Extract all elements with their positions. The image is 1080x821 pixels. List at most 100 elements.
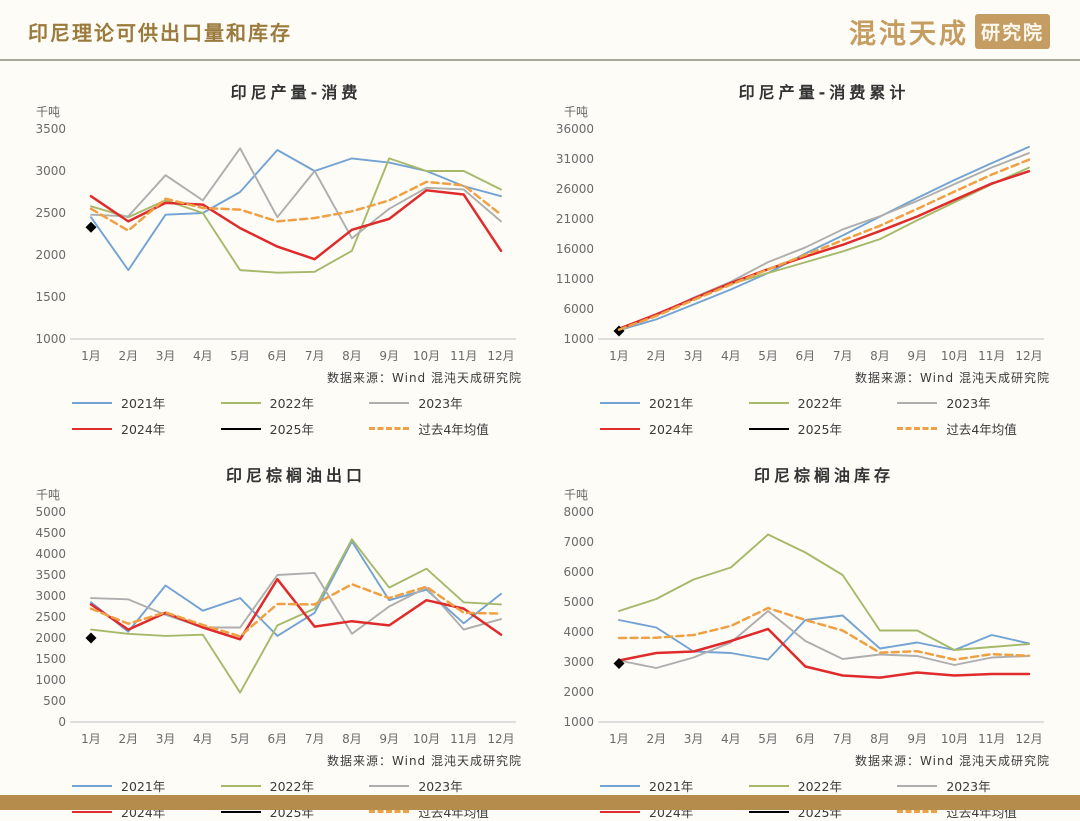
x-tick-label: 6月	[796, 732, 816, 746]
x-tick-label: 8月	[870, 349, 890, 363]
series-line-2024年	[89, 577, 503, 641]
y-tick-label: 4000	[35, 547, 66, 561]
source-label: 数据来源：Wind 混沌天成研究院	[855, 371, 1050, 385]
legend-label: 2023年	[946, 396, 991, 411]
x-tick-label: 11月	[978, 732, 1005, 746]
x-tick-label: 11月	[450, 349, 477, 363]
chart-title: 印尼棕榈油库存	[753, 466, 894, 485]
y-tick-label: 4500	[35, 526, 66, 540]
chart-panel-production-consumption: 印尼产量-消费 千吨 1000 1500 2000 2500 3000 3500 1月 2月 3…	[20, 69, 532, 438]
legend-label: 2021年	[121, 779, 166, 794]
legend-label: 2021年	[121, 396, 166, 411]
legend-swatch	[220, 784, 261, 787]
x-tick-label: 4月	[721, 732, 741, 746]
brand-logo-seal: 研究院	[974, 14, 1050, 49]
legend-item-4: 2025年	[748, 419, 898, 438]
series-marker-2025年	[85, 632, 97, 644]
x-tick-label: 1月	[609, 732, 629, 746]
series-line-2021年	[618, 614, 1030, 661]
y-tick-label: 3000	[35, 589, 66, 603]
x-tick-label: 10月	[941, 732, 968, 746]
x-tick-label: 3月	[684, 732, 704, 746]
y-tick-label: 3500	[35, 568, 66, 582]
legend-label: 2022年	[269, 779, 314, 794]
brand-logo-text: 混沌天成	[848, 19, 969, 50]
legend-swatch	[600, 427, 640, 430]
series-line-2022年	[618, 533, 1030, 651]
y-tick-label: 8000	[563, 505, 594, 519]
legend-label: 2022年	[797, 779, 842, 794]
x-tick-label: 4月	[721, 349, 741, 363]
y-tick-label: 26000	[556, 182, 594, 196]
y-tick-label: 2000	[35, 248, 66, 262]
unit-label: 千吨	[36, 488, 61, 502]
x-tick-label: 2月	[118, 349, 138, 363]
legend-item-1: 2022年	[220, 393, 370, 412]
plot-svg: 1000 2000 3000 4000 5000 6000 7000 8000 1月 2月 3月 4月…	[563, 505, 1044, 746]
legend-swatch	[369, 784, 410, 787]
x-tick-label: 12月	[487, 349, 514, 363]
x-tick-label: 6月	[268, 349, 288, 363]
charts-grid: 印尼产量-消费 千吨 1000 1500 2000 2500 3000 3500 1月 2月 3…	[0, 61, 1080, 821]
legend-label: 2023年	[946, 779, 991, 794]
series-line-2021年	[618, 145, 1030, 332]
x-tick-label: 2月	[646, 732, 666, 746]
legend-label: 过去4年均值	[946, 422, 1017, 437]
y-tick-label: 2500	[35, 206, 66, 220]
x-tick-label: 9月	[907, 349, 927, 363]
legend-item-0: 2021年	[600, 393, 749, 412]
series-line-过去4年均值	[617, 606, 1031, 661]
x-tick-label: 12月	[1015, 732, 1042, 746]
chart-title: 印尼产量-消费	[230, 83, 362, 102]
series-line-2021年	[90, 540, 502, 637]
page-title: 印尼理论可供出口量和库存	[28, 21, 292, 45]
series-line-2023年	[90, 571, 502, 635]
legend-item-3: 2024年	[600, 419, 749, 438]
legend-item-1: 2022年	[220, 776, 370, 795]
series-line-过去4年均值	[89, 180, 503, 232]
y-tick-label: 16000	[556, 242, 594, 256]
legend-swatch	[748, 401, 789, 404]
legend-item-1: 2022年	[748, 776, 898, 795]
legend-swatch	[72, 810, 112, 813]
footer-bar	[0, 795, 1080, 810]
x-tick-label: 9月	[907, 732, 927, 746]
legend-swatch	[897, 401, 938, 404]
x-tick-label: 7月	[833, 732, 853, 746]
y-tick-label: 7000	[563, 535, 594, 549]
x-tick-label: 1月	[609, 349, 629, 363]
legend-swatch	[897, 427, 938, 430]
x-tick-label: 11月	[450, 732, 477, 746]
x-tick-label: 7月	[833, 349, 853, 363]
x-tick-label: 7月	[305, 732, 325, 746]
unit-label: 千吨	[564, 488, 589, 502]
legend-swatch	[748, 427, 789, 430]
y-tick-label: 5000	[35, 505, 66, 519]
legend-item-2: 2023年	[369, 776, 518, 795]
legend-label: 2023年	[418, 396, 463, 411]
source-label: 数据来源：Wind 混沌天成研究院	[327, 371, 522, 385]
legend-swatch	[897, 810, 938, 813]
legend-swatch	[748, 810, 789, 813]
x-tick-label: 3月	[156, 732, 176, 746]
series-line-2024年	[617, 169, 1031, 331]
legend-swatch	[600, 784, 640, 787]
x-tick-label: 4月	[193, 732, 213, 746]
legend-swatch	[748, 784, 789, 787]
y-tick-label: 2000	[35, 631, 66, 645]
series-marker-2025年	[613, 658, 625, 669]
y-tick-label: 4000	[563, 625, 594, 639]
y-tick-label: 31000	[556, 152, 594, 166]
x-tick-label: 10月	[413, 349, 440, 363]
plot-palm-oil-inventory: 1000 2000 3000 4000 5000 6000 7000 8000 1月 2月 3月 4月…	[548, 500, 1060, 752]
x-tick-label: 7月	[305, 349, 325, 363]
legend-item-0: 2021年	[72, 776, 221, 795]
x-tick-label: 8月	[342, 349, 362, 363]
x-tick-label: 5月	[758, 349, 778, 363]
y-tick-label: 3000	[563, 655, 594, 669]
unit-label: 千吨	[36, 105, 61, 119]
x-tick-label: 8月	[870, 732, 890, 746]
series-line-2021年	[90, 149, 502, 272]
y-tick-label: 1000	[35, 332, 66, 346]
y-tick-label: 3500	[35, 122, 66, 136]
